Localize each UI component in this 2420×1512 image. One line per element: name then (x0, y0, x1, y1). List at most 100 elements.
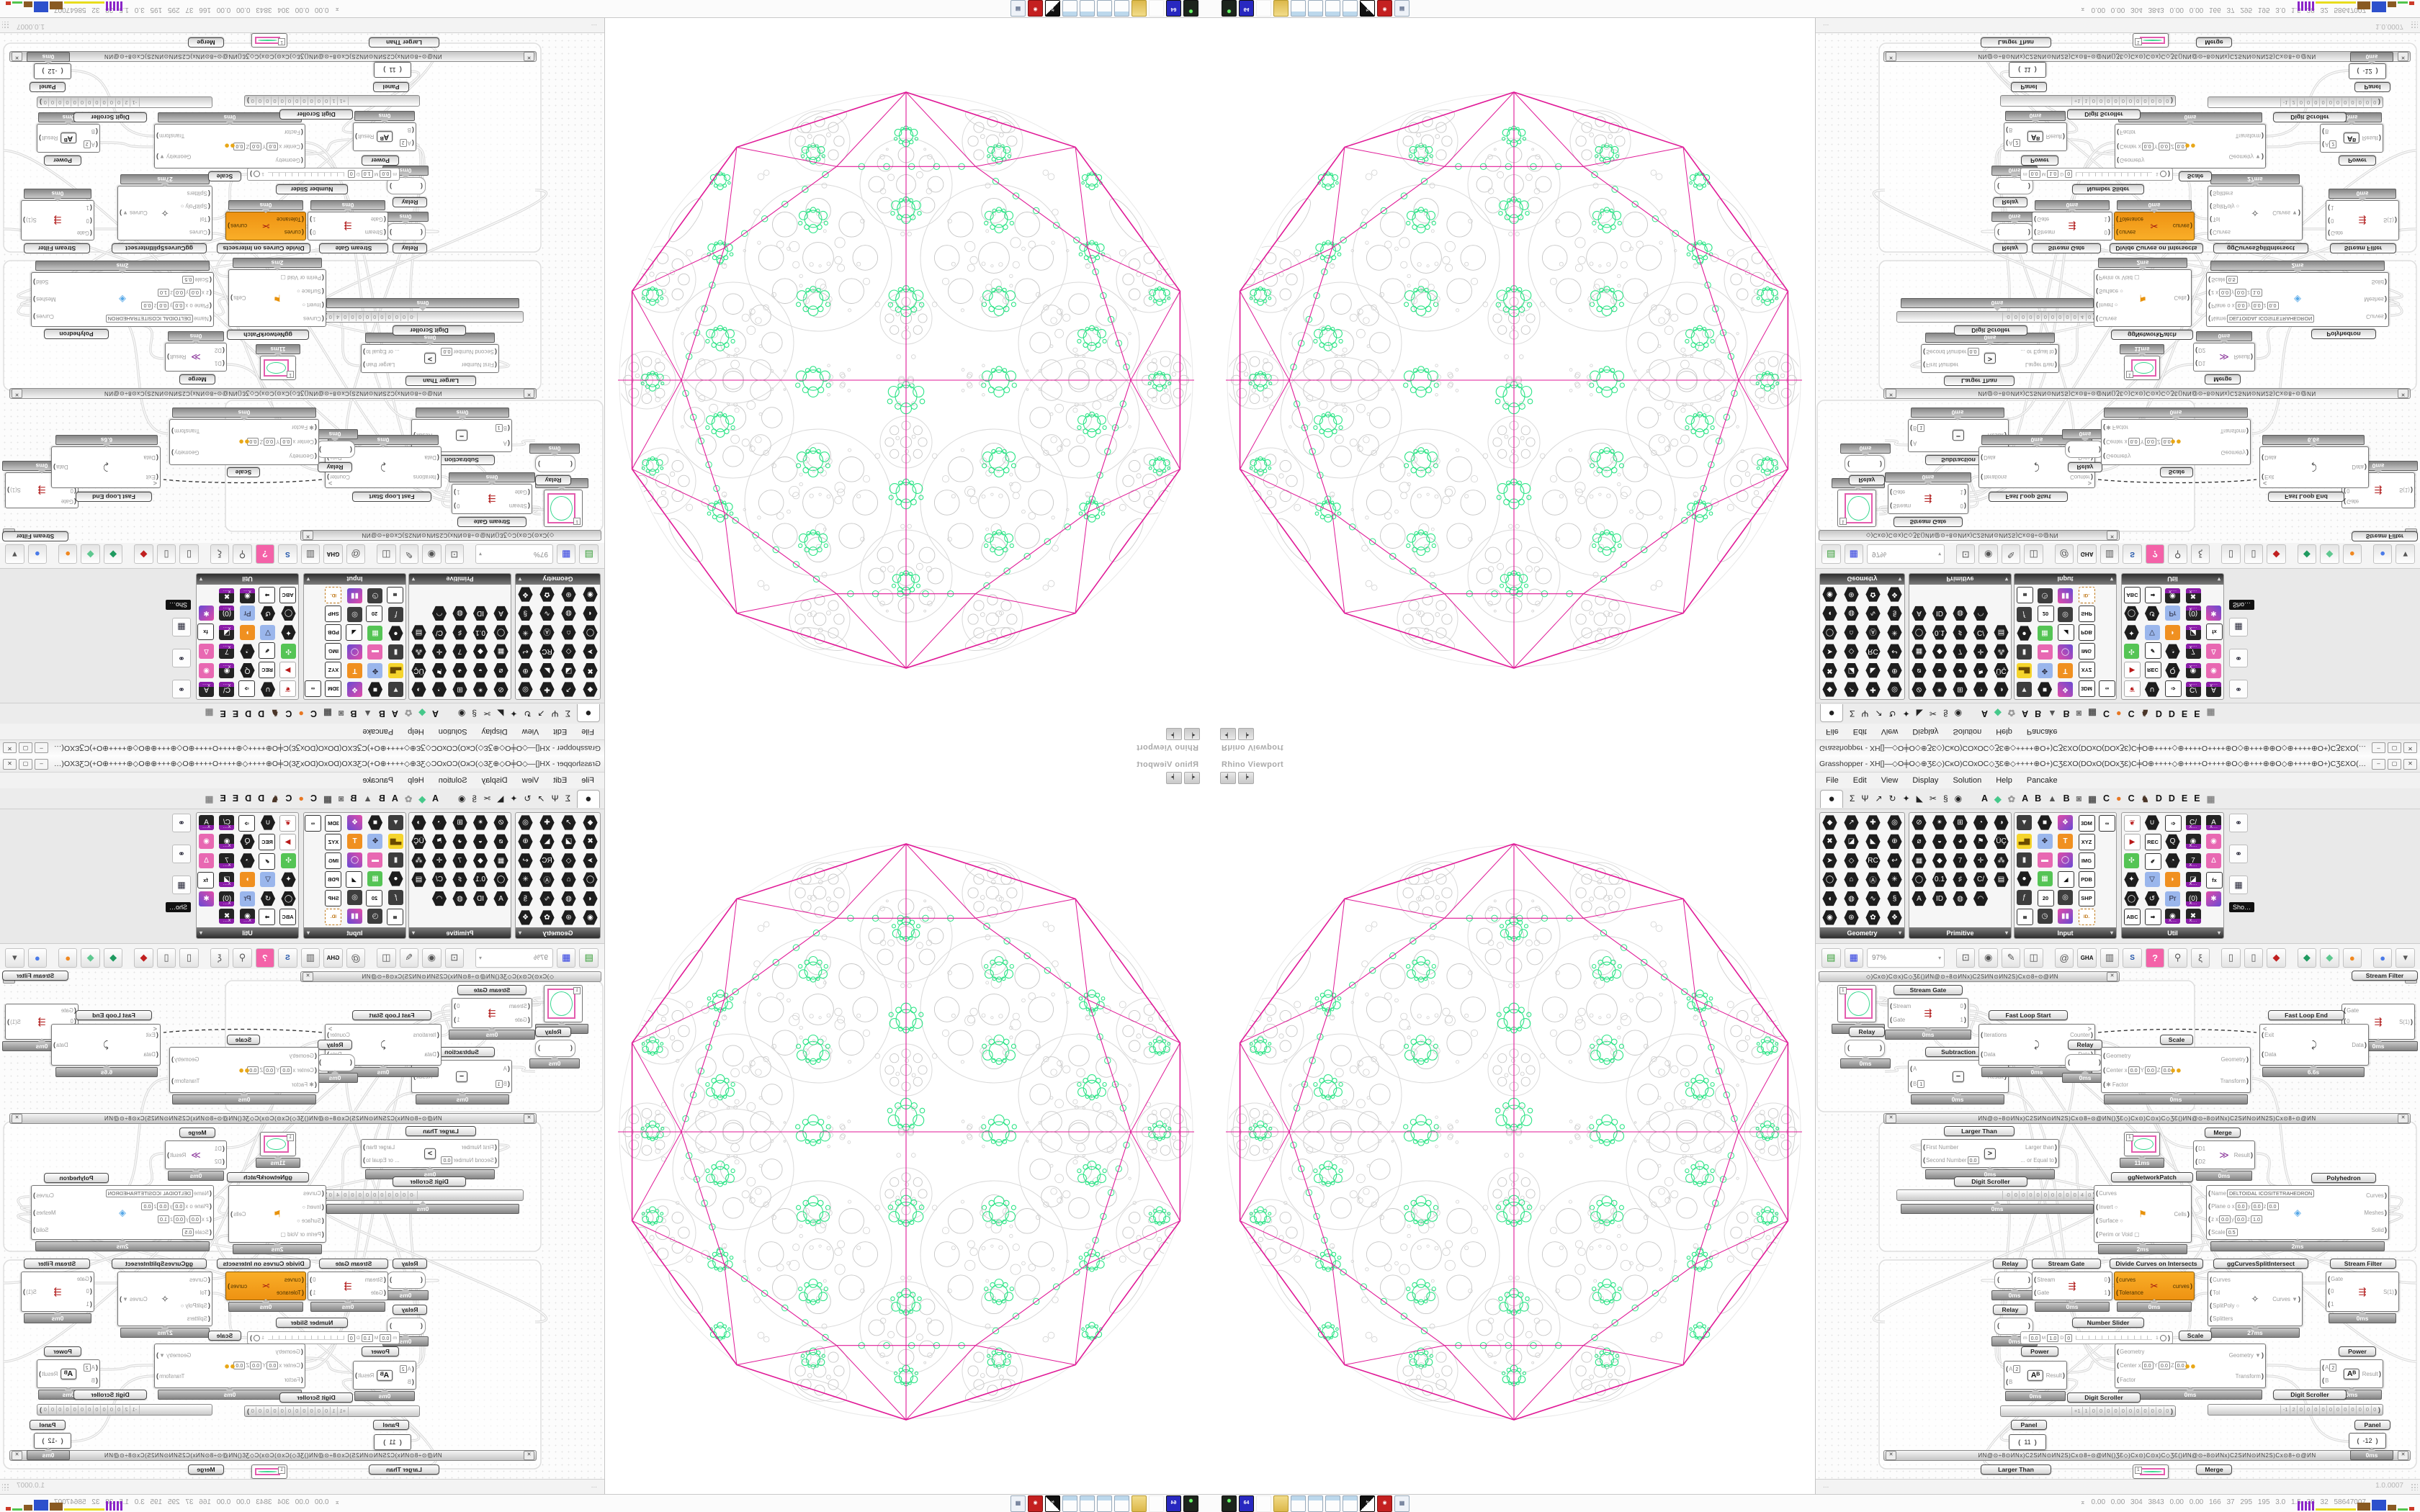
component-icon[interactable]: ⁂ (411, 853, 426, 868)
component-icon[interactable]: ◔ (432, 815, 447, 830)
toolbar-gha-button[interactable]: GHA (323, 948, 343, 968)
output-port[interactable]: S(1)) (2383, 216, 2397, 225)
taskbar-icon-note[interactable] (1291, 1495, 1306, 1512)
component-icon[interactable] (411, 587, 426, 602)
tab-letter[interactable]: ▲ (2048, 793, 2057, 804)
tab-icon[interactable]: Ψ (551, 793, 559, 804)
input-port[interactable]: (Scale 0.5 (106, 1228, 212, 1236)
component-icon[interactable] (432, 910, 447, 925)
input-port[interactable]: (B (2322, 1376, 2329, 1385)
component-icon[interactable]: 0.1 (473, 625, 488, 640)
input-port[interactable]: (A (503, 439, 510, 447)
toolbar-gemr-button[interactable]: ◆ (2267, 948, 2286, 968)
tab-icon[interactable]: ↻ (1888, 793, 1896, 804)
component-icon[interactable] (432, 587, 447, 602)
node-label-digit-scroller[interactable]: Digit Scroller (279, 109, 353, 120)
number-slider-widget[interactable]: m 0.0 M 1.0 D 0 1) (247, 1331, 400, 1344)
output-port[interactable]: Curves) (33, 1191, 54, 1200)
taskbar-icon-note[interactable] (1308, 1495, 1323, 1512)
input-port[interactable]: (curves (284, 1275, 304, 1284)
output-port[interactable]: Cells) (230, 1210, 246, 1218)
output-port[interactable]: Larger than) (2025, 361, 2057, 369)
component-node[interactable]: (Stream(Gate 0) 1) ⇶ (2032, 212, 2112, 240)
tab-letter[interactable]: ✿ (404, 708, 413, 719)
component-icon[interactable]: ⊛ (561, 587, 576, 602)
component-icon[interactable]: ◯ (2124, 891, 2139, 906)
node-label-relay[interactable]: Relay (1993, 243, 2027, 253)
toolbar-at-button[interactable]: @ (2054, 948, 2074, 968)
output-port[interactable]: Geometry) (2220, 449, 2249, 457)
menu-item-file[interactable]: File (1826, 776, 1839, 785)
input-port[interactable]: (First Number (1923, 361, 1959, 369)
output-port[interactable]: 0) (1960, 1002, 1966, 1010)
component-icon[interactable]: 7 (452, 853, 467, 868)
component-icon[interactable]: ➩ (238, 815, 255, 832)
taskbar-icon-dev[interactable] (1222, 0, 1237, 17)
input-port[interactable]: (B 1 (1910, 1080, 1925, 1088)
tab-icon[interactable]: Ψ (1861, 793, 1869, 804)
input-port[interactable]: (A 2 (399, 139, 414, 148)
node-label-stream-filter[interactable]: Stream Filter (2352, 531, 2418, 541)
component-icon[interactable]: ⊕ (518, 834, 533, 849)
component-icon[interactable]: T (2058, 834, 2073, 849)
node-label-ggnetworkpatch[interactable]: ggNetworkPatch (2111, 1172, 2193, 1182)
component-icon[interactable]: REC (2144, 661, 2161, 678)
component-icon[interactable]: REC (259, 661, 276, 678)
input-port[interactable]: (Center x 0.0 Y 0.0 Z 0.0 (2117, 142, 2187, 150)
menu-item-file[interactable]: File (1826, 727, 1839, 736)
grasshopper-canvas[interactable]: ◇)Cx⊙)C⊙x)C◇ƷƐ()ИN@⊙÷8⊙ИNx)C2SИN⊙ИN2S)Cx… (1816, 32, 2420, 543)
component-icon[interactable]: Ⓐ (1865, 625, 1881, 640)
taskbar-icon-note[interactable] (1343, 0, 1358, 17)
panel-node[interactable]: 1 (2124, 356, 2160, 380)
node-label-stream-filter[interactable]: Stream Filter (2330, 1259, 2396, 1269)
viewport-collapse-right-button[interactable]: ▕▸ (1238, 728, 1254, 740)
component-icon[interactable]: ✖ (583, 834, 598, 849)
component-icon[interactable]: ◎ (347, 890, 362, 905)
node-label-ggnetworkpatch[interactable]: ggNetworkPatch (227, 330, 309, 340)
tab-icon[interactable]: ↗ (537, 708, 545, 719)
value-panel[interactable]: (11) (2009, 1434, 2046, 1450)
output-port[interactable]: Curves) (33, 312, 54, 321)
tab-icon[interactable]: § (1942, 793, 1948, 804)
component-icon[interactable]: ◆ (1822, 682, 1837, 697)
node-label-merge[interactable]: Merge (179, 374, 215, 384)
toolbar-gift-button[interactable]: ? (2145, 948, 2165, 968)
component-icon[interactable]: ✱ (2206, 891, 2221, 906)
output-port[interactable]: 0) (310, 228, 316, 237)
output-port[interactable]: Curves) (2366, 312, 2387, 321)
component-icon[interactable]: ⌀ (1912, 663, 1927, 678)
toolbar-bulb-button[interactable]: ⚲ (2168, 948, 2187, 968)
component-icon[interactable]: ∿ (539, 891, 555, 906)
input-port[interactable]: (Plane o x 0.0 y 0.0 z 0.0 (2208, 1202, 2314, 1210)
toolbar-ballo-button[interactable]: ● (2342, 544, 2362, 564)
output-port[interactable]: 1) (310, 1288, 316, 1297)
input-port[interactable]: (Geometry (2103, 1051, 2131, 1060)
component-icon[interactable]: SHP (325, 606, 342, 622)
component-icon[interactable] (199, 909, 214, 924)
component-node[interactable]: (Stream(Gate 0) 1) ⇶ (308, 1272, 388, 1300)
component-icon[interactable]: ♯ (452, 872, 467, 887)
tab-letter[interactable]: A (2022, 708, 2029, 719)
node-label-relay[interactable]: Relay (1849, 1027, 1885, 1037)
component-icon[interactable]: ✥ (2037, 834, 2053, 849)
node-label-scale[interactable]: Scale (2179, 1331, 2212, 1341)
component-icon[interactable]: ↗ (1844, 682, 1859, 697)
component-icon[interactable] (2206, 909, 2221, 924)
input-port[interactable]: (B (2322, 127, 2329, 136)
input-port[interactable]: (B 1 (495, 1080, 510, 1088)
taskbar-icon-floppy[interactable]: 64 (1166, 1495, 1181, 1512)
component-icon[interactable]: ◪ (219, 624, 235, 640)
node-label-fast-loop-start[interactable]: Fast Loop Start (352, 492, 431, 502)
component-icon[interactable]: ◉ (219, 662, 235, 678)
component-icon[interactable]: ▮ (2017, 852, 2032, 868)
palette-footer-util[interactable]: Util (2122, 927, 2223, 938)
tab-letter[interactable]: E (2181, 708, 2188, 719)
taskbar-icon-note[interactable] (1325, 1495, 1340, 1512)
input-port[interactable]: (Gate (60, 497, 76, 505)
component-icon[interactable] (1912, 587, 1927, 602)
tab-selected[interactable]: ● (577, 704, 600, 723)
input-port[interactable]: (B 1 (1910, 424, 1925, 432)
component-icon[interactable]: ↗ (561, 682, 576, 697)
component-icon[interactable]: ◢ (2058, 871, 2074, 888)
